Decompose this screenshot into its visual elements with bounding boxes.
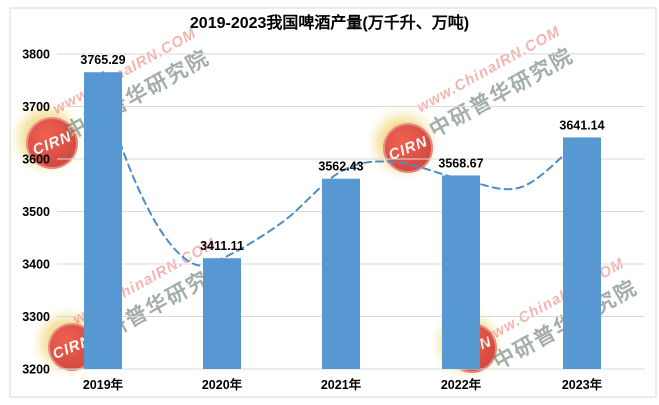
y-tick-label: 3500 xyxy=(22,205,50,219)
x-axis-label: 2019年 xyxy=(83,377,124,392)
bar-2021年 xyxy=(322,178,360,369)
x-axis-label: 2023年 xyxy=(562,377,603,392)
x-axis-label: 2021年 xyxy=(321,377,362,392)
x-axis-label: 2022年 xyxy=(441,377,482,392)
cirn-badge: CIRN xyxy=(26,117,78,169)
bar-2022年 xyxy=(442,175,480,369)
bar-value-label: 3562.43 xyxy=(318,160,363,174)
bar-value-label: 3411.11 xyxy=(200,239,244,253)
y-tick-label: 3800 xyxy=(22,48,50,62)
y-tick-label: 3600 xyxy=(22,153,50,167)
y-tick-label: 3200 xyxy=(22,363,50,377)
y-tick-label: 3700 xyxy=(22,100,50,114)
bar-2020年 xyxy=(203,258,241,369)
bar-value-label: 3568.67 xyxy=(438,156,483,170)
chart-title: 2019-2023我国啤酒产量(万千升、万吨) xyxy=(189,15,470,32)
y-tick-label: 3400 xyxy=(22,258,50,272)
bar-2023年 xyxy=(563,137,601,369)
bar-value-label: 3765.29 xyxy=(80,53,125,67)
chart-border xyxy=(9,7,657,398)
bar-2019年 xyxy=(84,72,122,369)
bar-value-label: 3641.14 xyxy=(559,118,604,132)
y-tick-label: 3300 xyxy=(22,310,50,324)
x-axis-label: 2020年 xyxy=(202,377,243,392)
trend-line xyxy=(102,71,583,267)
cirn-badge: CIRN xyxy=(383,123,433,173)
